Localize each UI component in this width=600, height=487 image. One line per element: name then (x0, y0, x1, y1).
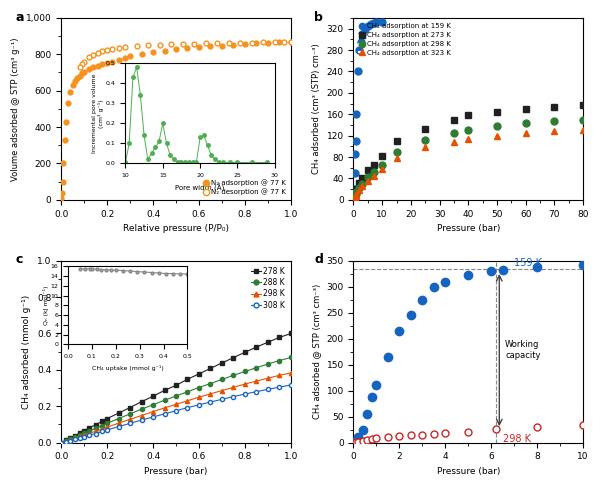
X-axis label: Pressure (bar): Pressure (bar) (145, 467, 208, 476)
Legend: 278 K, 288 K, 298 K, 308 K: 278 K, 288 K, 298 K, 308 K (249, 264, 287, 312)
Y-axis label: CH₄ adsorbed (cm³ (STP) cm⁻³): CH₄ adsorbed (cm³ (STP) cm⁻³) (312, 43, 321, 174)
Text: a: a (15, 11, 23, 24)
Legend: N₂ adsorption @ 77 K, N₂ desorption @ 77 K: N₂ adsorption @ 77 K, N₂ desorption @ 77… (202, 178, 287, 196)
Text: 159 K: 159 K (514, 258, 542, 268)
Y-axis label: CH₄ adsorbed (mmol g⁻¹): CH₄ adsorbed (mmol g⁻¹) (22, 295, 31, 409)
Text: 298 K: 298 K (503, 434, 531, 444)
X-axis label: Pressure (bar): Pressure (bar) (437, 224, 500, 233)
Text: c: c (15, 253, 23, 266)
X-axis label: Relative pressure (P/P₀): Relative pressure (P/P₀) (123, 224, 229, 233)
X-axis label: Pressure (bar): Pressure (bar) (437, 467, 500, 476)
Y-axis label: CH₄ adsorbed @ STP (cm³ cm⁻³): CH₄ adsorbed @ STP (cm³ cm⁻³) (312, 284, 321, 419)
Text: d: d (314, 253, 323, 266)
Text: b: b (314, 11, 323, 24)
Text: Working
capacity: Working capacity (505, 340, 541, 360)
Legend: CH₄ adsorption at 159 K, CH₄ adsorption at 273 K, CH₄ adsorption at 298 K, CH₄ a: CH₄ adsorption at 159 K, CH₄ adsorption … (357, 21, 452, 58)
Y-axis label: Volume adsorbed @ STP (cm³ g⁻¹): Volume adsorbed @ STP (cm³ g⁻¹) (11, 37, 20, 181)
